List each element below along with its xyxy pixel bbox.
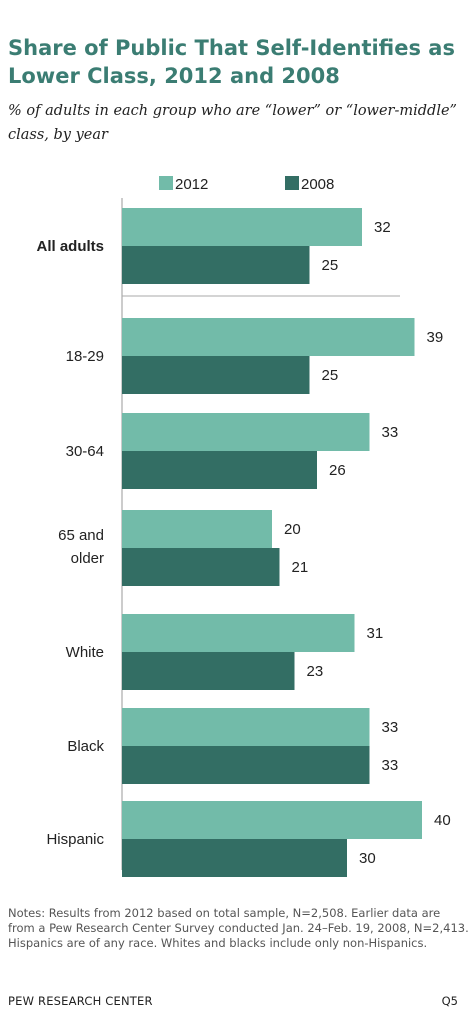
category-label-hispanic: Hispanic [46,831,104,848]
bar-2008-65-and-older [122,548,280,586]
data-label-2008-hispanic: 30 [359,850,376,867]
bar-2008-30-64 [122,451,317,489]
bar-2008-18-29 [122,356,310,394]
bar-2012-black [122,708,370,746]
data-label-2012-18-29: 39 [427,329,444,346]
category-label-65-and-older: older [71,550,104,567]
source-credit: PEW RESEARCH CENTER [8,994,153,1008]
data-label-2008-all-adults: 25 [322,257,339,274]
bar-2012-65-and-older [122,510,272,548]
legend-2008-swatch [285,176,299,190]
bar-2008-all-adults [122,246,310,284]
bar-2012-white [122,614,355,652]
legend-2012-swatch [159,176,173,190]
data-label-2008-black: 33 [382,757,399,774]
bar-2012-hispanic [122,801,422,839]
bar-2012-18-29 [122,318,415,356]
data-label-2012-black: 33 [382,719,399,736]
chart-subtitle: % of adults in each group who are “lower… [8,103,457,143]
bar-2008-black [122,746,370,784]
bar-2012-30-64 [122,413,370,451]
legend-2012-label: 2012 [175,176,208,193]
category-label-65-and-older: 65 and [58,527,104,544]
question-code: Q5 [441,994,458,1008]
category-label-white: White [66,644,104,661]
category-label-18-29: 18-29 [66,348,104,365]
category-label-30-64: 30-64 [66,443,104,460]
data-label-2008-white: 23 [307,663,324,680]
bar-2008-white [122,652,295,690]
data-label-2008-30-64: 26 [329,462,346,479]
data-label-2008-65-and-older: 21 [292,559,309,576]
bar-2012-all-adults [122,208,362,246]
chart-title: Share of Public That Self-Identifies as … [8,36,455,88]
bar-chart: 2012 2008 All adults 32 25 18-29 39 25 30-64 33 26… [36,176,451,877]
data-label-2012-hispanic: 40 [434,812,451,829]
data-label-2012-all-adults: 32 [374,219,391,236]
chart-notes: Notes: Results from 2012 based on total … [8,906,469,950]
data-label-2012-30-64: 33 [382,424,399,441]
category-label-black: Black [67,738,104,755]
bar-2008-hispanic [122,839,347,877]
data-label-2008-18-29: 25 [322,367,339,384]
legend-2008-label: 2008 [301,176,334,193]
category-label-all-adults: All adults [36,238,104,255]
data-label-2012-65-and-older: 20 [284,521,301,538]
data-label-2012-white: 31 [367,625,384,642]
